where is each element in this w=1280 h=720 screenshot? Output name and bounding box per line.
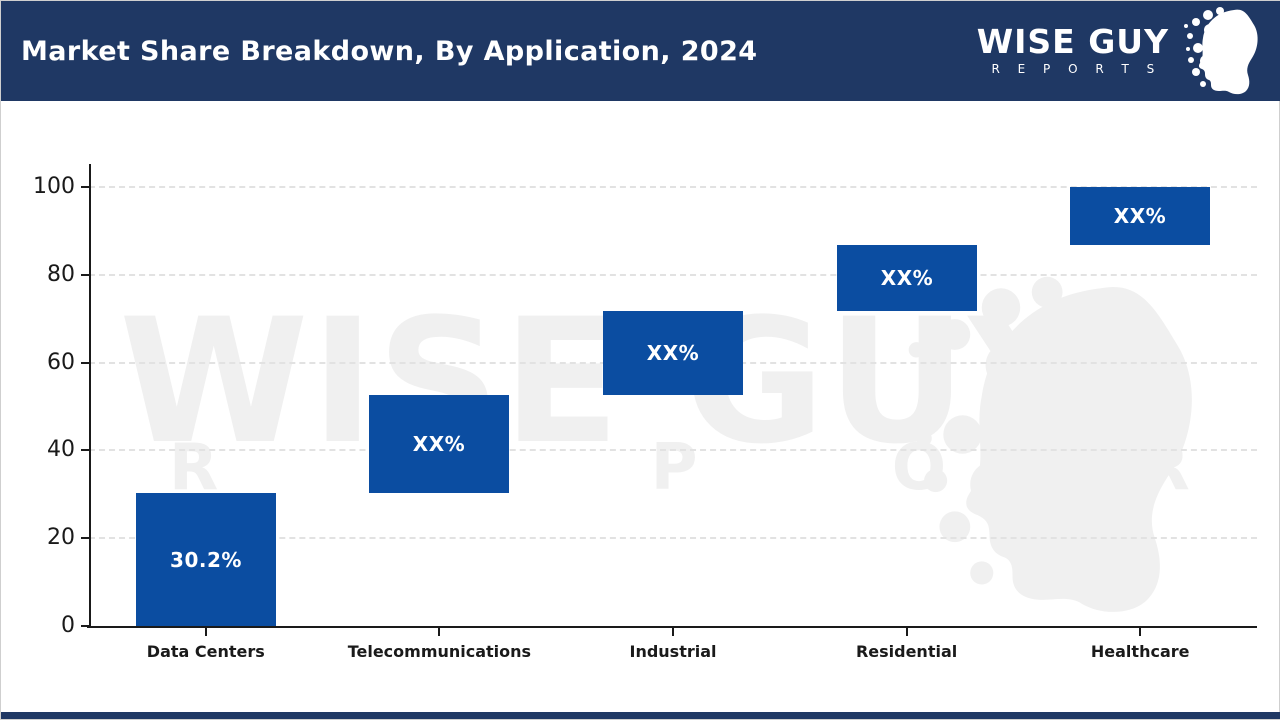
x-axis-line	[87, 626, 1257, 628]
y-tick-label-20: 20	[47, 525, 75, 551]
bar-value-label: XX%	[646, 340, 700, 365]
bar-value-label: XX%	[880, 265, 934, 290]
x-category-label: Residential	[855, 642, 958, 661]
chart-plot-area: WISE GUY R E P O R T S 30.2% XX% XX% XX% XX%…	[1, 101, 1280, 714]
bar-residential: XX%	[837, 244, 977, 311]
bar-healthcare: XX%	[1070, 187, 1210, 245]
watermark-text-wiseguy: WISE GUY	[119, 281, 1096, 482]
wiseguy-logo: WISE GUY R E P O R T S	[977, 7, 1267, 95]
y-tick-40	[81, 449, 89, 452]
gridline-40	[89, 449, 1257, 452]
x-tick-4	[1139, 628, 1142, 636]
gridline-20	[89, 537, 1257, 540]
header-bar: Market Share Breakdown, By Application, …	[1, 1, 1280, 101]
logo-text-wiseguy: WISE GUY	[976, 22, 1169, 61]
y-axis-line	[89, 164, 91, 628]
y-tick-label-80: 80	[47, 261, 75, 287]
gridline-100	[89, 186, 1257, 188]
y-tick-20	[81, 537, 89, 540]
x-tick-3	[905, 628, 908, 636]
logo-text-reports: R E P O R T S	[991, 62, 1162, 76]
bar-industrial: XX%	[603, 310, 743, 395]
footer-bar	[1, 712, 1280, 719]
x-category-label: Data Centers	[146, 642, 265, 661]
y-tick-label-100: 100	[33, 174, 75, 199]
x-category-label: Industrial	[629, 642, 717, 661]
y-tick-label-60: 60	[47, 349, 75, 375]
bar-value-label: 30.2%	[170, 547, 242, 572]
bar-telecommunications: XX%	[369, 394, 509, 494]
x-tick-1	[438, 628, 441, 636]
bar-value-label: XX%	[412, 432, 466, 457]
y-tick-label-0: 0	[61, 613, 75, 638]
page-title: Market Share Breakdown, By Application, …	[21, 35, 758, 67]
x-category-label: Telecommunications	[347, 642, 532, 661]
x-tick-0	[204, 628, 207, 636]
logo-face-icon	[1184, 7, 1258, 95]
y-tick-60	[81, 361, 89, 364]
x-category-label: Healthcare	[1090, 642, 1190, 661]
y-tick-label-40: 40	[47, 437, 75, 463]
bar-data-centers: 30.2%	[136, 493, 276, 626]
y-tick-100	[81, 186, 89, 188]
y-tick-0	[81, 625, 89, 627]
x-tick-2	[672, 628, 674, 636]
gridline-80	[89, 273, 1257, 276]
y-tick-80	[81, 273, 89, 276]
bar-value-label: XX%	[1113, 203, 1167, 228]
watermark-text-reports: R E P O R T S	[169, 431, 1280, 505]
logo-wordmark: WISE GUY R E P O R T S	[977, 25, 1169, 77]
